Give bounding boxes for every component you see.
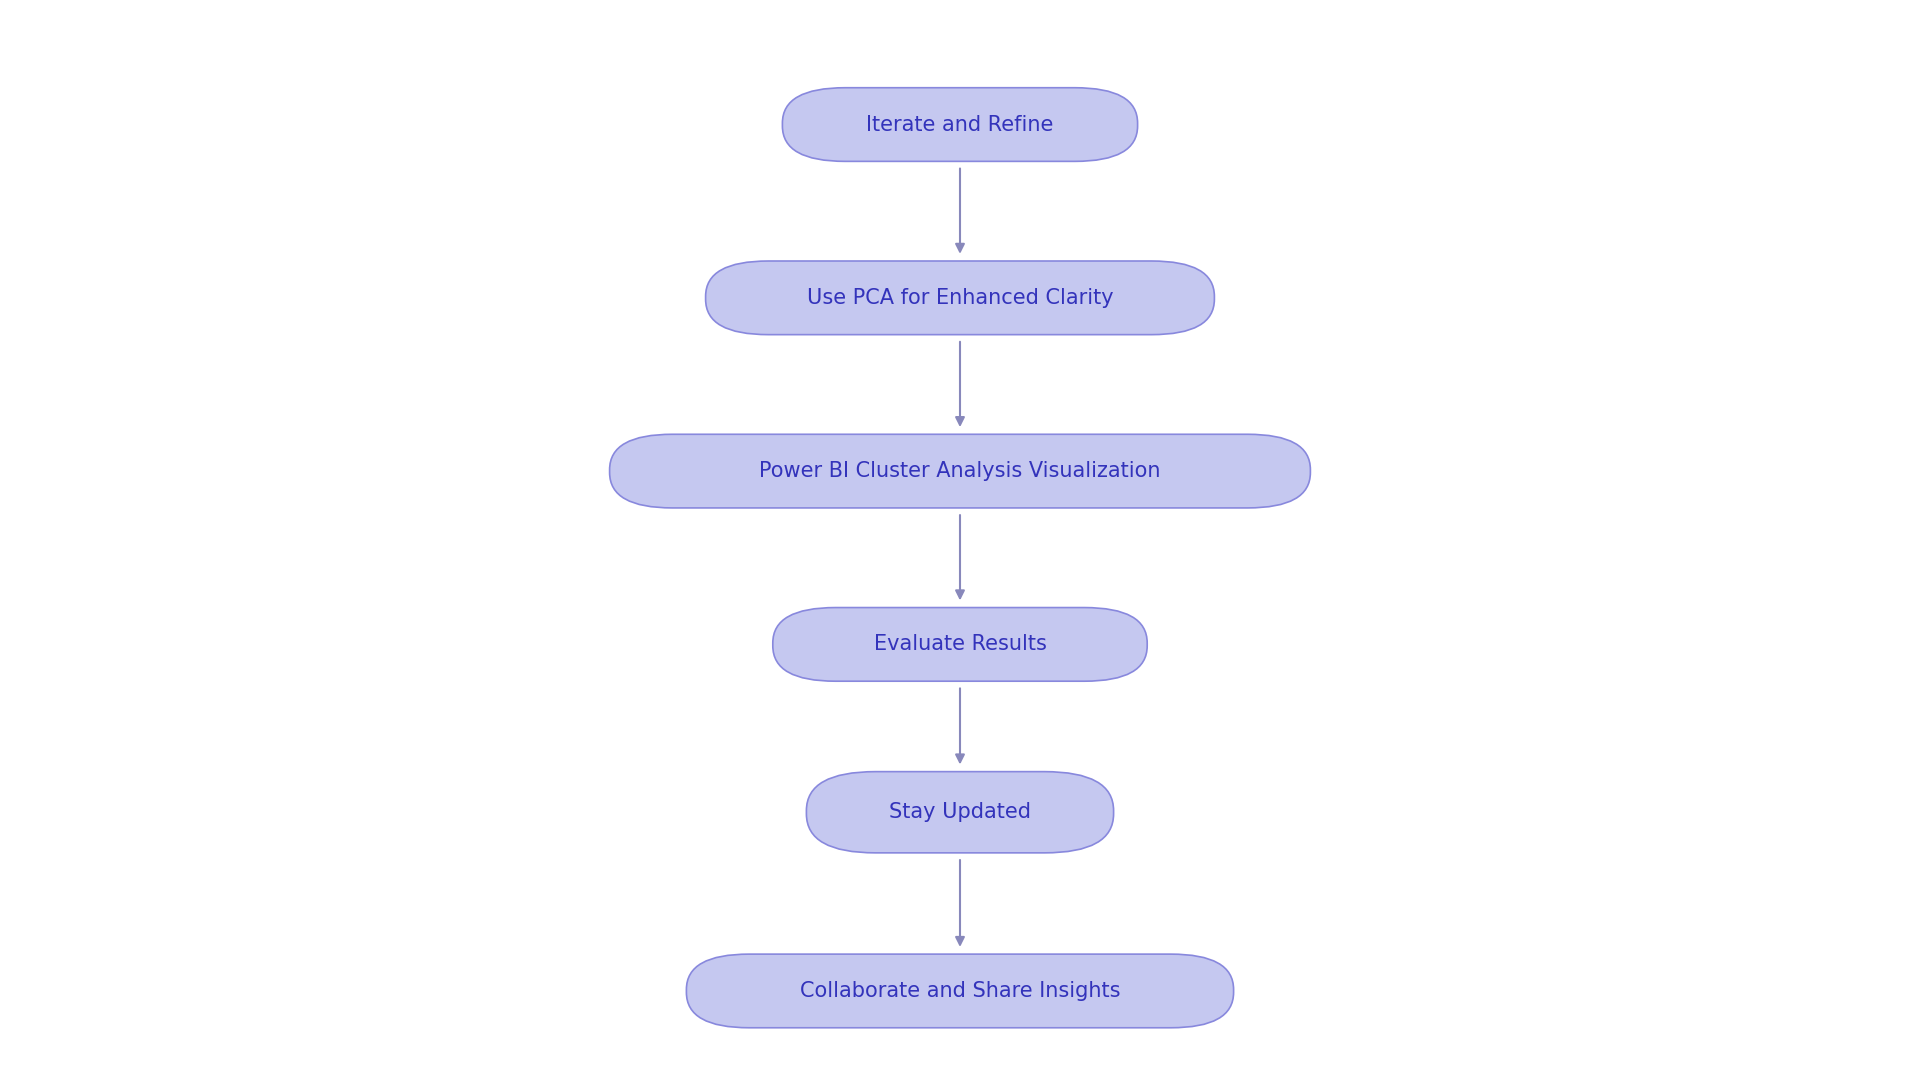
Text: Collaborate and Share Insights: Collaborate and Share Insights [801, 981, 1119, 1001]
FancyBboxPatch shape [772, 608, 1146, 681]
Text: Iterate and Refine: Iterate and Refine [866, 115, 1054, 134]
Text: Power BI Cluster Analysis Visualization: Power BI Cluster Analysis Visualization [758, 461, 1162, 481]
FancyBboxPatch shape [687, 954, 1235, 1028]
FancyBboxPatch shape [783, 88, 1137, 161]
FancyBboxPatch shape [806, 772, 1114, 853]
Text: Use PCA for Enhanced Clarity: Use PCA for Enhanced Clarity [806, 288, 1114, 308]
FancyBboxPatch shape [611, 434, 1309, 508]
FancyBboxPatch shape [707, 261, 1215, 335]
Text: Stay Updated: Stay Updated [889, 803, 1031, 822]
Text: Evaluate Results: Evaluate Results [874, 635, 1046, 654]
